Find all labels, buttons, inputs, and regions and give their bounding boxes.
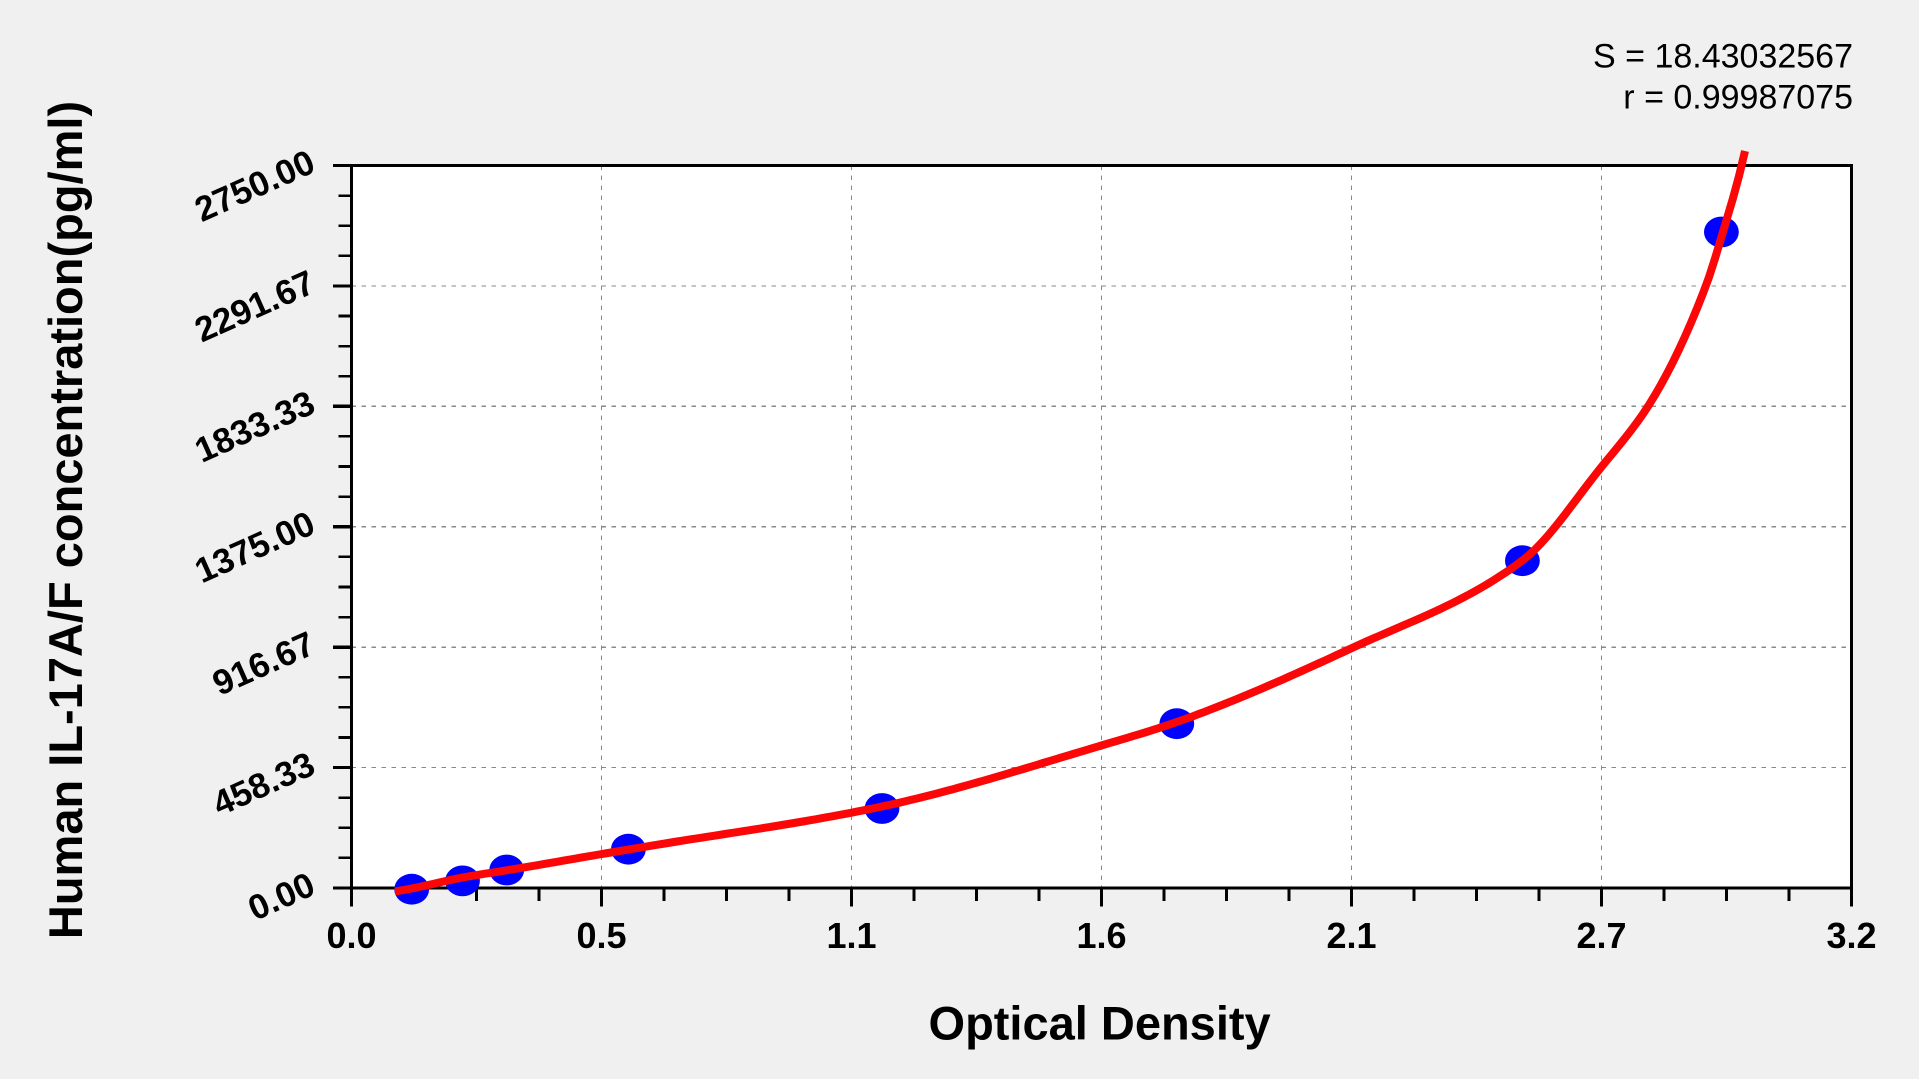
svg-text:r = 0.99987075: r = 0.99987075 bbox=[1623, 79, 1853, 117]
svg-text:0.0: 0.0 bbox=[326, 915, 376, 956]
svg-text:Human IL-17A/F concentration(p: Human IL-17A/F concentration(pg/ml) bbox=[39, 101, 92, 939]
svg-text:1.1: 1.1 bbox=[826, 915, 876, 956]
svg-text:2.1: 2.1 bbox=[1326, 915, 1376, 956]
svg-text:3.2: 3.2 bbox=[1826, 915, 1876, 956]
svg-text:Optical Density: Optical Density bbox=[929, 997, 1271, 1050]
svg-text:S = 18.43032567: S = 18.43032567 bbox=[1593, 38, 1853, 76]
svg-text:0.5: 0.5 bbox=[576, 915, 626, 956]
svg-text:2.7: 2.7 bbox=[1576, 915, 1626, 956]
svg-text:1.6: 1.6 bbox=[1076, 915, 1126, 956]
